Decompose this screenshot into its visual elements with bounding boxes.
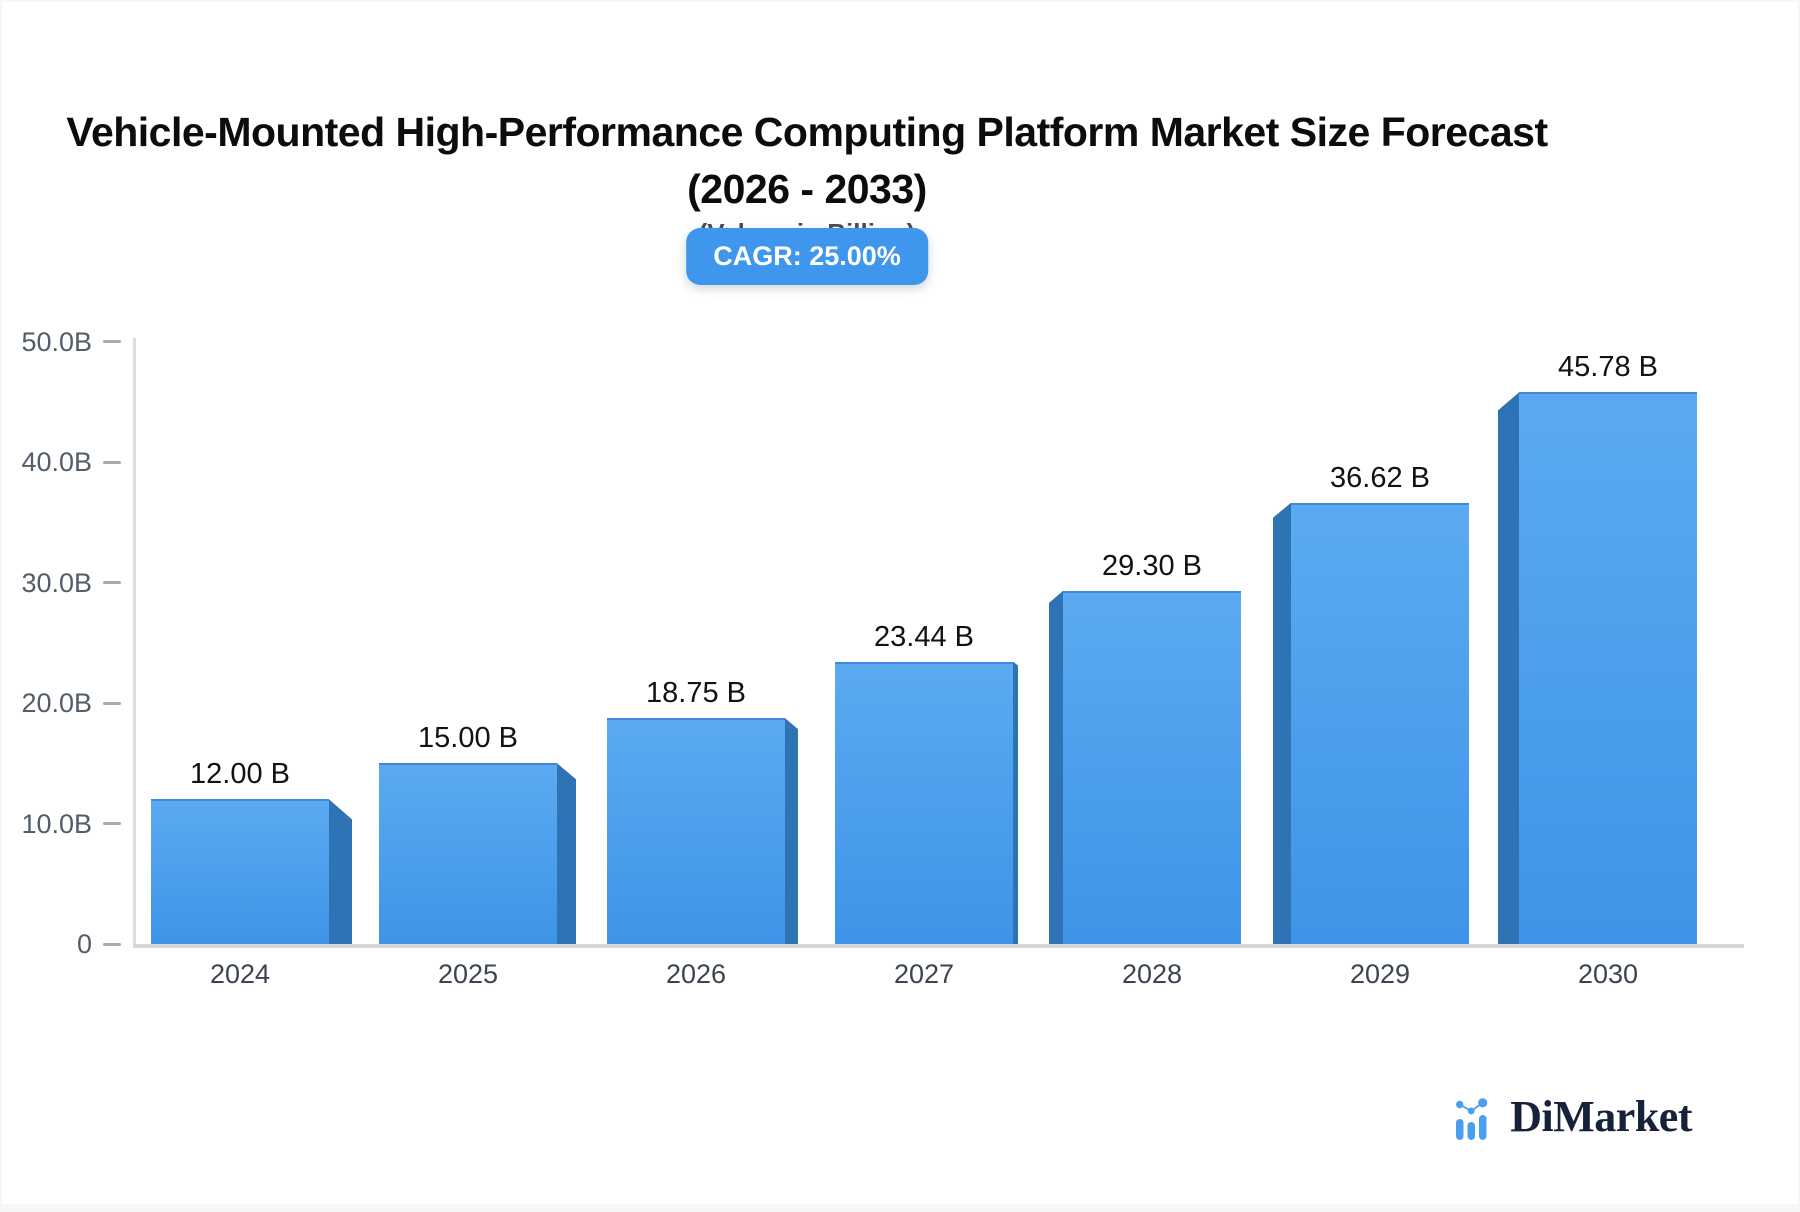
bar-2029 xyxy=(1291,502,1469,944)
page-bottom-border xyxy=(2,1204,1798,1210)
y-axis-line xyxy=(133,338,136,948)
x-axis-label: 2027 xyxy=(893,959,955,989)
x-axis-label: 2026 xyxy=(665,959,727,989)
x-axis-label: 2024 xyxy=(209,959,271,989)
bar-value-label: 15.00 B xyxy=(418,722,518,755)
chart-title-line1: Vehicle-Mounted High-Performance Computi… xyxy=(66,109,1548,155)
brand-name: DiMarket xyxy=(1510,1092,1692,1141)
bar-side-3d xyxy=(785,718,798,944)
x-axis-label: 2030 xyxy=(1577,959,1639,989)
x-axis-label: 2025 xyxy=(437,959,499,989)
bar-side-3d xyxy=(1013,661,1018,944)
y-axis-tick-mark xyxy=(103,701,121,705)
bar-side-3d xyxy=(557,763,576,944)
bar-value-label: 12.00 B xyxy=(190,758,290,791)
y-axis-tick-mark xyxy=(103,822,121,825)
y-axis-tick-label: 0 xyxy=(76,929,92,959)
chart-title-line2: (2026 - 2033) xyxy=(687,166,927,212)
bar-2026 xyxy=(607,718,785,944)
y-axis-tick-label: 40.0B xyxy=(21,447,92,477)
y-axis-tick-mark xyxy=(103,340,121,343)
y-axis-tick-label: 20.0B xyxy=(21,688,92,718)
y-axis-tick-label: 50.0B xyxy=(21,326,92,357)
bar-side-3d xyxy=(329,799,352,944)
bar-value-label: 45.78 B xyxy=(1558,351,1658,384)
y-axis-tick-mark xyxy=(103,581,121,584)
chart-title: Vehicle-Mounted High-Performance Computi… xyxy=(2,104,1612,218)
x-axis-label: 2028 xyxy=(1121,959,1183,989)
bar-2028 xyxy=(1063,590,1241,944)
bar-value-label: 29.30 B xyxy=(1102,549,1202,582)
dimarket-chart-icon xyxy=(1456,1098,1488,1140)
bar-value-label: 23.44 B xyxy=(874,620,974,653)
bar-side-3d xyxy=(1498,392,1519,944)
bar-2025 xyxy=(379,763,557,944)
bar-side-3d xyxy=(1273,502,1291,944)
bar-2024 xyxy=(151,799,329,944)
bar-value-label: 18.75 B xyxy=(646,677,746,710)
bar-value-label: 36.62 B xyxy=(1330,461,1430,494)
y-axis-tick-mark xyxy=(103,942,121,946)
cagr-badge: CAGR: 25.00% xyxy=(686,228,928,285)
y-axis-tick-label: 30.0B xyxy=(21,567,92,598)
x-axis-line xyxy=(133,944,1744,948)
x-axis-label: 2029 xyxy=(1349,959,1411,989)
bar-side-3d xyxy=(1049,590,1063,944)
bar-2030 xyxy=(1519,392,1697,944)
bar-2027 xyxy=(835,661,1013,944)
y-axis-tick-mark xyxy=(103,460,121,464)
y-axis-tick-label: 10.0B xyxy=(21,808,92,839)
brand-logo: DiMarket xyxy=(1455,1094,1692,1140)
